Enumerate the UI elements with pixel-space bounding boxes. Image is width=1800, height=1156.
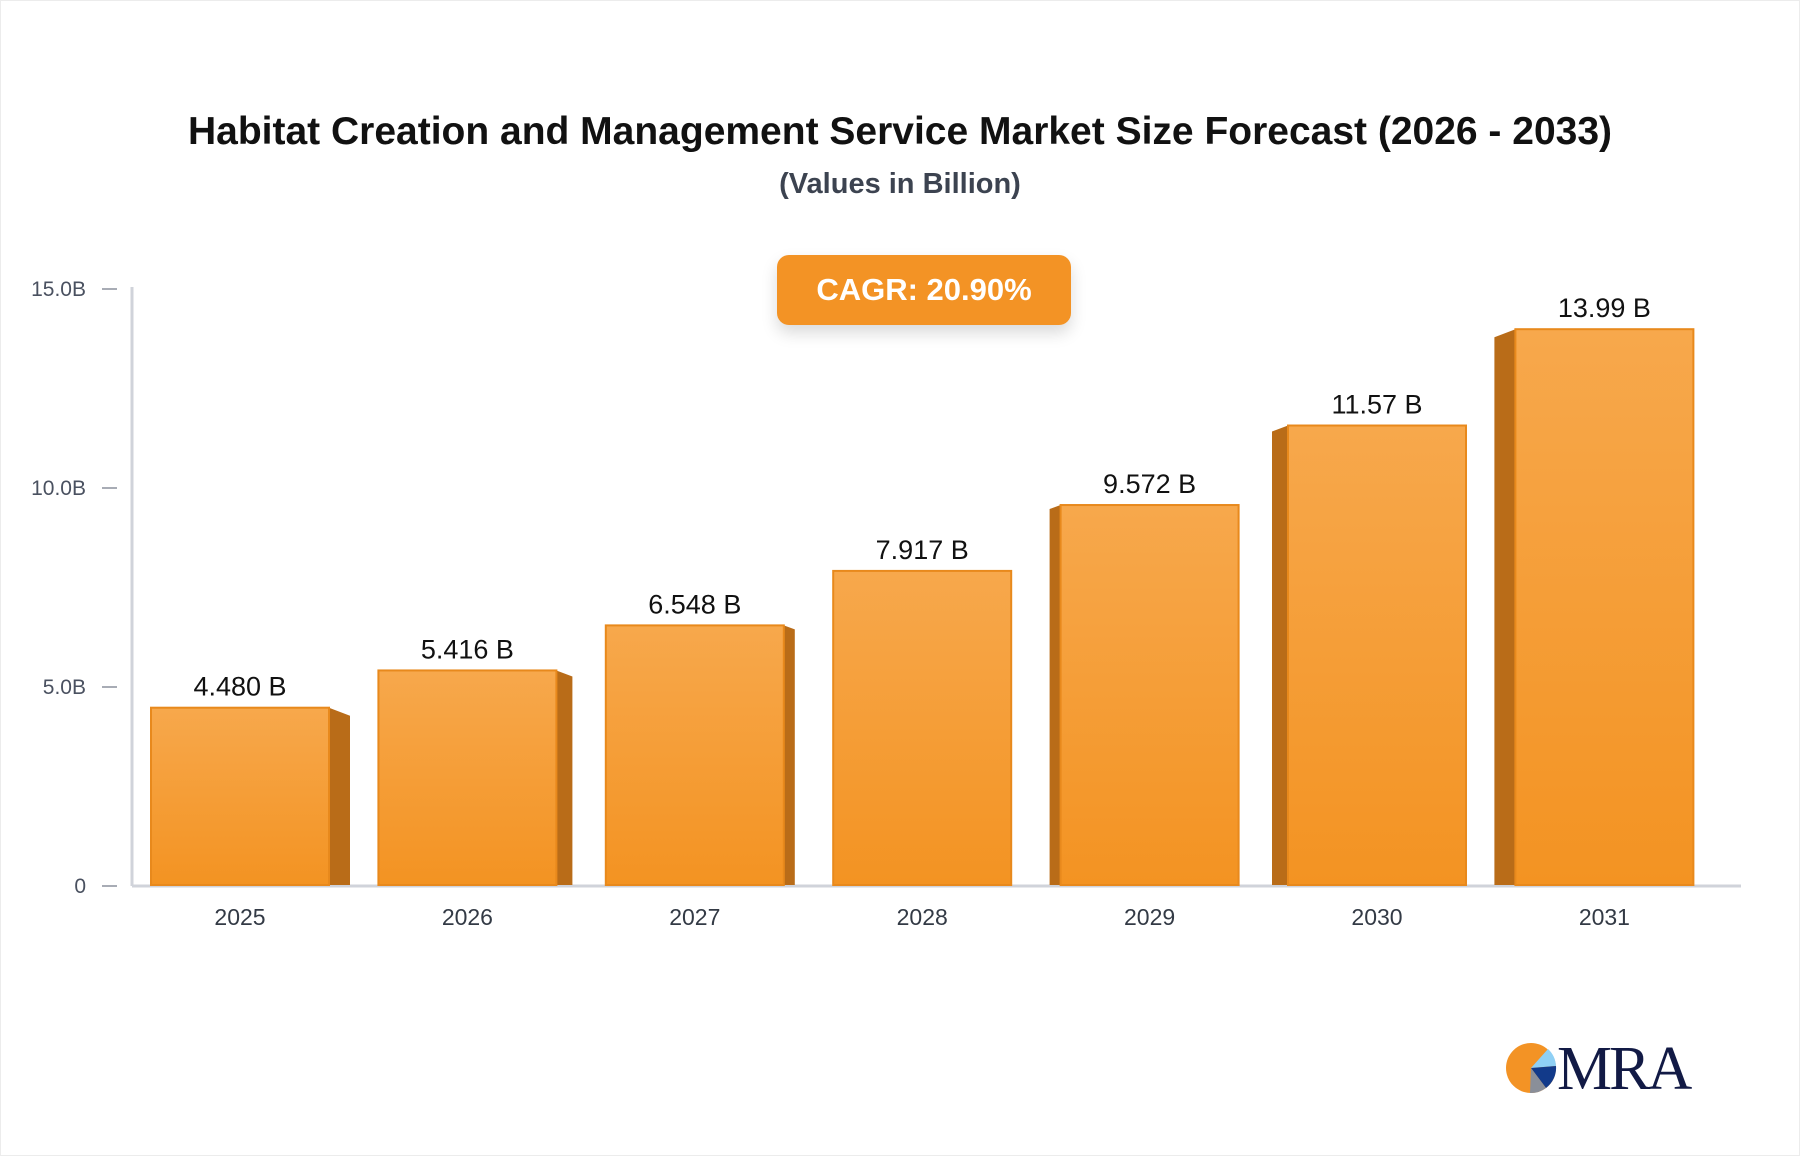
bar-side-2031 xyxy=(1494,329,1516,885)
value-label: 4.480 B xyxy=(193,672,286,702)
value-label: 11.57 B xyxy=(1331,390,1422,420)
chart-title: Habitat Creation and Management Service … xyxy=(187,110,1613,153)
y-tick-label: 15.0B xyxy=(31,278,86,301)
bar-2031 xyxy=(1514,328,1695,886)
y-tick-label: 5.0B xyxy=(43,676,86,699)
x-tick-label: 2026 xyxy=(442,904,493,930)
pie-logo-icon xyxy=(1506,1043,1557,1094)
mra-logo: MRA xyxy=(1505,1035,1695,1103)
bar-side-2027 xyxy=(783,625,795,885)
x-tick-label: 2027 xyxy=(669,904,720,930)
bar-side-2025 xyxy=(329,707,350,885)
bar-2028 xyxy=(832,569,1013,886)
value-label: 13.99 B xyxy=(1558,293,1651,323)
x-tick-label: 2028 xyxy=(897,904,948,930)
chart-subtitle: (Values in Billion) xyxy=(779,168,1021,200)
bar-side-2026 xyxy=(556,670,573,885)
cagr-badge: CAGR: 20.90% xyxy=(777,255,1071,325)
bar-2030 xyxy=(1287,424,1467,886)
value-label: 7.917 B xyxy=(876,535,969,565)
bar-side-2029 xyxy=(1049,505,1061,885)
bar-2025 xyxy=(150,706,330,886)
value-label: 5.416 B xyxy=(421,634,514,664)
x-tick-label: 2031 xyxy=(1579,904,1630,930)
x-tick-label: 2030 xyxy=(1351,904,1402,930)
bar-2026 xyxy=(377,669,558,886)
value-label: 9.572 B xyxy=(1103,469,1196,499)
bar-side-2030 xyxy=(1272,425,1288,885)
value-label: 6.548 B xyxy=(648,589,741,619)
y-tick-label: 0 xyxy=(74,875,86,898)
logo-text: MRA xyxy=(1557,1035,1692,1103)
x-tick-label: 2029 xyxy=(1124,904,1175,930)
x-tick-label: 2025 xyxy=(214,904,265,930)
bar-2029 xyxy=(1059,504,1240,886)
y-tick-label: 10.0B xyxy=(31,477,86,500)
bar-2027 xyxy=(604,624,785,886)
